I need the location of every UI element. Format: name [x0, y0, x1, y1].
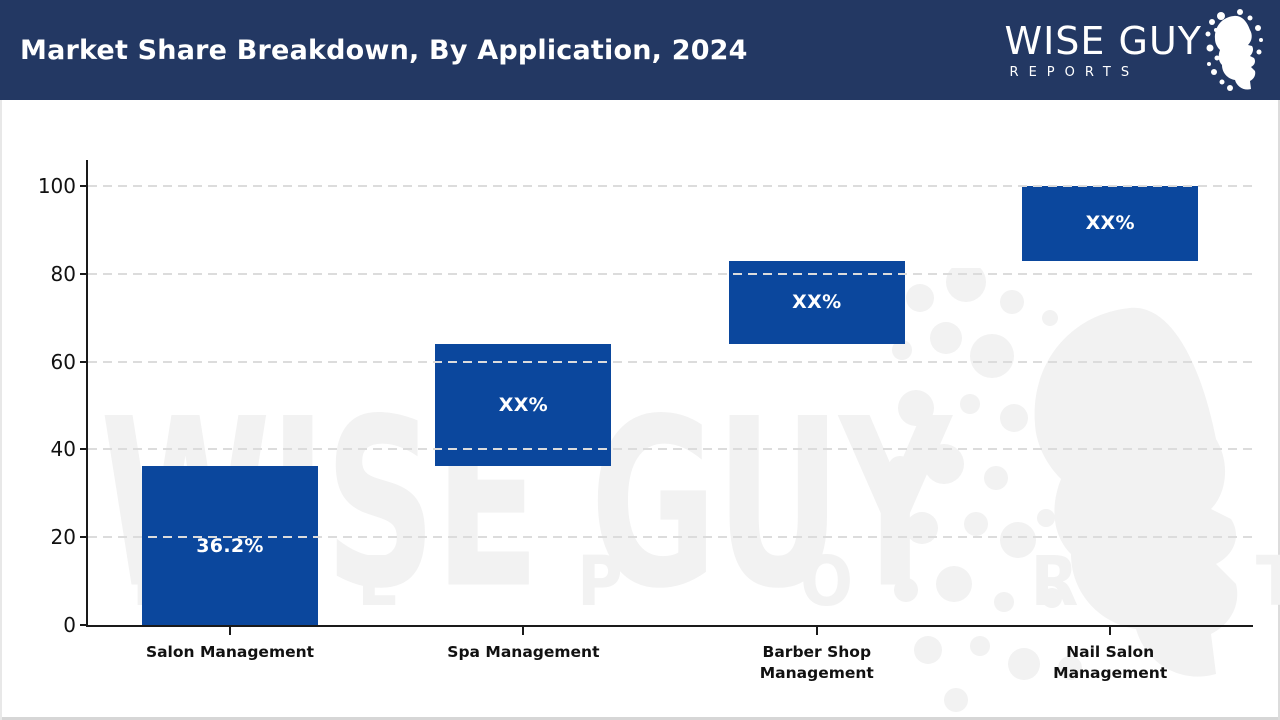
- bar-segment: XX%: [1022, 186, 1199, 261]
- header: Market Share Breakdown, By Application, …: [0, 0, 1280, 100]
- y-tick-mark: [80, 624, 88, 626]
- y-tick-label: 60: [50, 349, 76, 374]
- category-label: Spa Management: [403, 642, 643, 663]
- gridline: [88, 448, 1253, 451]
- bar-value-label: 36.2%: [196, 534, 264, 557]
- y-tick-label: 0: [63, 613, 76, 637]
- y-axis-line: [86, 160, 88, 627]
- watermark-face-icon: [888, 268, 1238, 712]
- gridline: [88, 360, 1253, 363]
- category-label-line: Management: [1053, 663, 1168, 682]
- x-tick-mark: [815, 627, 818, 635]
- x-tick-mark: [229, 627, 231, 635]
- y-tick-label: 100: [37, 174, 76, 198]
- logo-wordmark: WISE GUY: [1004, 19, 1202, 63]
- y-tick-mark: [80, 448, 88, 451]
- y-tick-label: 20: [50, 525, 76, 550]
- category-label-line: Spa Management: [447, 643, 600, 661]
- category-label-line: Salon Management: [145, 643, 315, 661]
- category-label-line: Nail Salon: [1066, 643, 1155, 661]
- gridline: [88, 272, 1253, 275]
- bar-value-label: XX%: [792, 291, 842, 314]
- x-tick-mark: [1109, 627, 1112, 635]
- category-label: Barber Shop Management: [697, 642, 937, 684]
- category-label: Salon Management: [110, 642, 350, 663]
- y-tick-mark: [80, 536, 88, 539]
- y-tick-mark: [80, 272, 88, 275]
- y-tick-label: 40: [50, 437, 76, 462]
- y-tick-label: 80: [50, 261, 76, 286]
- x-tick-mark: [522, 627, 525, 635]
- bar-value-label: XX%: [498, 394, 549, 417]
- y-tick-mark: [80, 360, 88, 363]
- category-label-line: Management: [759, 663, 874, 682]
- y-tick-mark: [80, 185, 88, 187]
- bar-segment: XX%: [435, 344, 612, 467]
- logo-face-icon: [1205, 9, 1263, 91]
- gridline: [88, 185, 1253, 187]
- logo-text: WISE GUY REPORTS: [1005, 22, 1202, 80]
- category-label-line: Barber Shop: [762, 643, 872, 661]
- logo-subtitle: REPORTS: [1009, 65, 1140, 80]
- bar-segment: 36.2%: [142, 466, 318, 625]
- bar-value-label: XX%: [1085, 212, 1135, 235]
- category-label: Nail Salon Management: [990, 642, 1230, 684]
- logo: WISE GUY REPORTS: [1005, 8, 1268, 94]
- x-axis-line: [86, 625, 1253, 627]
- gridline: [88, 536, 1253, 539]
- page-title: Market Share Breakdown, By Application, …: [20, 34, 748, 66]
